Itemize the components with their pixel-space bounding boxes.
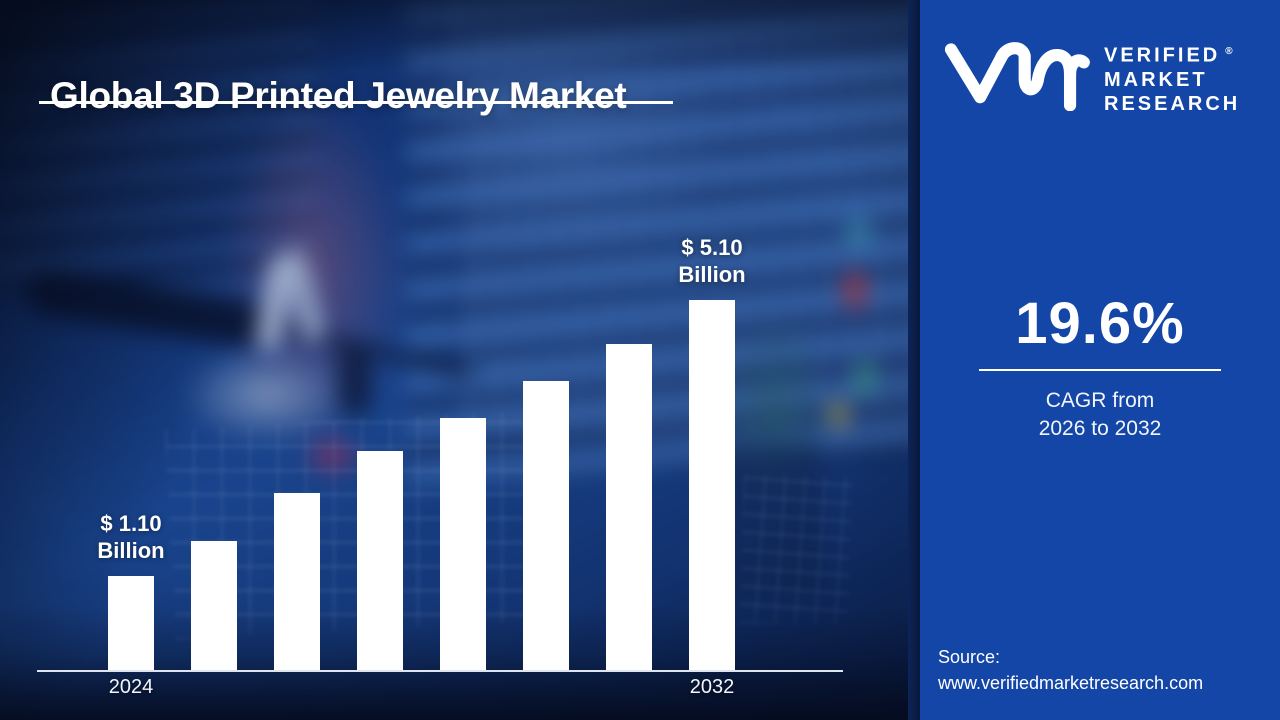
source-label: Source: <box>938 647 1001 667</box>
x-axis-line <box>37 670 843 672</box>
right-panel: VERIFIED ® MARKET RESEARCH 19.6% CAGR fro… <box>920 0 1280 720</box>
value-line2: Billion <box>97 538 165 563</box>
bar-year-3 <box>357 451 403 670</box>
cagr-divider <box>979 369 1221 371</box>
brand-line-1: VERIFIED ® <box>1104 44 1233 67</box>
x-tick-2024: 2024 <box>108 676 154 698</box>
title-underline <box>39 101 673 104</box>
left-section: Global 3D Printed Jewelry Market $ 1.10 … <box>0 0 908 720</box>
bar-year-2 <box>274 493 320 670</box>
bar-year-4 <box>440 418 486 670</box>
bar-2032 <box>689 300 735 670</box>
value-line2: Billion <box>678 262 746 287</box>
cagr-caption-line2: 2026 to 2032 <box>1038 417 1162 440</box>
vmr-logo-icon <box>942 30 1092 111</box>
bar-year-5 <box>523 381 569 670</box>
bar-year-1 <box>191 541 237 670</box>
source-block: Source: www.verifiedmarketresearch.com <box>938 644 1203 696</box>
value-line1: $ 5.10 <box>681 235 743 260</box>
registered-trademark-icon: ® <box>1225 46 1233 57</box>
brand-logo: VERIFIED ® MARKET RESEARCH <box>942 30 1240 116</box>
cagr-caption-line1: CAGR from <box>1045 389 1155 412</box>
x-tick-2032: 2032 <box>689 676 735 698</box>
page-title: Global 3D Printed Jewelry Market <box>50 74 627 116</box>
section-divider <box>908 0 920 720</box>
bar-2024 <box>108 576 154 670</box>
value-line1: $ 1.10 <box>100 511 162 536</box>
cagr-value: 19.6% <box>1015 291 1185 356</box>
cagr-block: 19.6% CAGR from 2026 to 2032 <box>920 290 1280 443</box>
bar-chart: $ 1.10 Billion $ 5.10 Billion 2024 2032 <box>37 235 843 698</box>
first-bar-value-label: $ 1.10 Billion <box>61 510 201 564</box>
last-bar-value-label: $ 5.10 Billion <box>642 234 782 288</box>
brand-line-3: RESEARCH <box>1104 92 1241 115</box>
bar-year-6 <box>606 344 652 670</box>
source-url[interactable]: www.verifiedmarketresearch.com <box>938 673 1204 693</box>
brand-line-2: MARKET <box>1104 68 1208 91</box>
brand-wordmark: VERIFIED ® MARKET RESEARCH <box>1104 40 1240 116</box>
